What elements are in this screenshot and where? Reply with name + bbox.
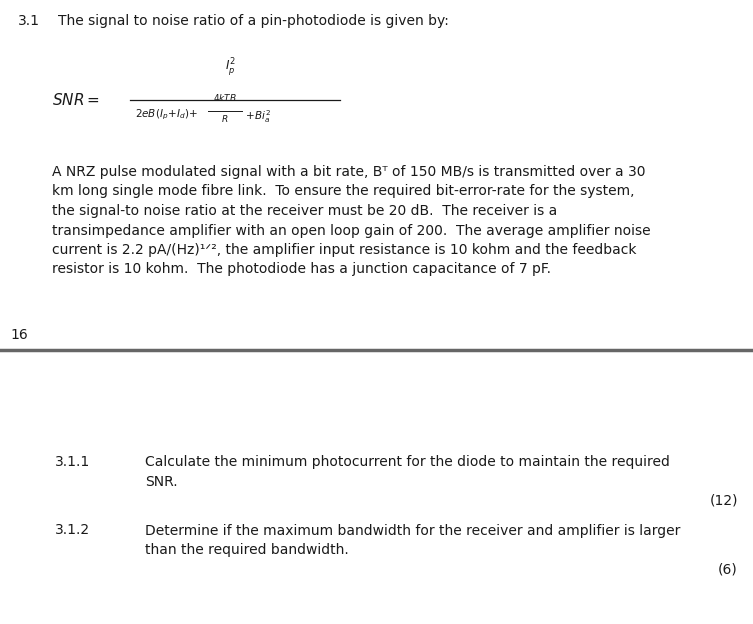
- Text: (12): (12): [709, 494, 738, 508]
- Text: the signal-to noise ratio at the receiver must be 20 dB.  The receiver is a: the signal-to noise ratio at the receive…: [52, 204, 557, 218]
- Text: 3.1.1: 3.1.1: [55, 455, 90, 469]
- Text: transimpedance amplifier with an open loop gain of 200.  The average amplifier n: transimpedance amplifier with an open lo…: [52, 223, 651, 238]
- Text: current is 2.2 pA/(Hz)¹ᐟ², the amplifier input resistance is 10 kohm and the fee: current is 2.2 pA/(Hz)¹ᐟ², the amplifier…: [52, 243, 636, 257]
- Text: $R$: $R$: [221, 113, 229, 124]
- Text: $\it{SNR}=$: $\it{SNR}=$: [52, 92, 100, 108]
- Text: than the required bandwidth.: than the required bandwidth.: [145, 543, 349, 557]
- Text: $4kTB$: $4kTB$: [213, 92, 237, 103]
- Text: $2eB(I_p\!+\!I_d)\!+$: $2eB(I_p\!+\!I_d)\!+$: [135, 108, 199, 122]
- Text: Calculate the minimum photocurrent for the diode to maintain the required: Calculate the minimum photocurrent for t…: [145, 455, 670, 469]
- Text: km long single mode fibre link.  To ensure the required bit-error-rate for the s: km long single mode fibre link. To ensur…: [52, 185, 635, 198]
- Text: resistor is 10 kohm.  The photodiode has a junction capacitance of 7 pF.: resistor is 10 kohm. The photodiode has …: [52, 263, 551, 276]
- Text: Determine if the maximum bandwidth for the receiver and amplifier is larger: Determine if the maximum bandwidth for t…: [145, 524, 681, 537]
- Text: $I_p^2$: $I_p^2$: [224, 56, 236, 78]
- Text: $\!+\!Bi_a^2$: $\!+\!Bi_a^2$: [245, 108, 271, 125]
- Text: A NRZ pulse modulated signal with a bit rate, Bᵀ of 150 MB/s is transmitted over: A NRZ pulse modulated signal with a bit …: [52, 165, 645, 179]
- Text: The signal to noise ratio of a pin-photodiode is given by:: The signal to noise ratio of a pin-photo…: [58, 14, 449, 28]
- Text: 3.1.2: 3.1.2: [55, 524, 90, 537]
- Text: 16: 16: [10, 328, 28, 342]
- Text: 3.1: 3.1: [18, 14, 40, 28]
- Text: SNR.: SNR.: [145, 474, 178, 489]
- Text: (6): (6): [718, 562, 738, 577]
